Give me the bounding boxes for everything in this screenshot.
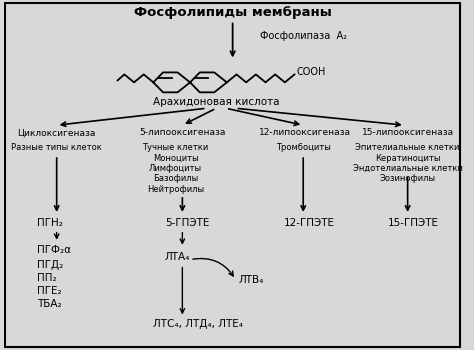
Text: Тучные клетки
Моноциты
Лимфоциты
Базофилы
Нейтрофилы: Тучные клетки Моноциты Лимфоциты Базофил…	[143, 143, 209, 194]
Text: 5-ГПЭТЕ: 5-ГПЭТЕ	[165, 218, 210, 228]
Text: ПГД₂: ПГД₂	[37, 260, 64, 270]
Text: ТБА₂: ТБА₂	[37, 299, 62, 308]
Text: ПГФ₂α: ПГФ₂α	[37, 245, 72, 255]
Text: 12-ГПЭТЕ: 12-ГПЭТЕ	[284, 218, 335, 228]
Text: ПГЕ₂: ПГЕ₂	[37, 286, 62, 295]
Text: 15-липооксигеназа: 15-липооксигеназа	[362, 128, 454, 137]
Text: Тромбоциты: Тромбоциты	[276, 143, 331, 152]
Text: 5-липооксигеназа: 5-липооксигеназа	[139, 128, 226, 137]
Text: ПП₂: ПП₂	[37, 273, 57, 282]
Text: ПГН₂: ПГН₂	[37, 218, 63, 228]
Text: Фосфолипаза  А₂: Фосфолипаза А₂	[260, 30, 346, 41]
Text: Эпителиальные клетки
Кератиноциты
Эндотелиальные клетки
Эозинофилы: Эпителиальные клетки Кератиноциты Эндоте…	[353, 143, 463, 183]
Text: Арахидоновая кислота: Арахидоновая кислота	[153, 97, 280, 107]
Text: Циклоксигеназа: Циклоксигеназа	[18, 128, 96, 137]
Text: 15-ГПЭТЕ: 15-ГПЭТЕ	[388, 218, 439, 228]
Text: ЛТА₄: ЛТА₄	[165, 252, 191, 262]
Text: 12-липооксигеназа: 12-липооксигеназа	[259, 128, 351, 137]
Text: ЛТВ₄: ЛТВ₄	[238, 275, 264, 285]
Text: Фосфолипиды мембраны: Фосфолипиды мембраны	[134, 6, 332, 19]
Text: ЛТС₄, ЛТД₄, ЛТЕ₄: ЛТС₄, ЛТД₄, ЛТЕ₄	[154, 320, 243, 329]
Text: Разные типы клеток: Разные типы клеток	[11, 143, 102, 152]
Text: COOH: COOH	[296, 68, 326, 77]
